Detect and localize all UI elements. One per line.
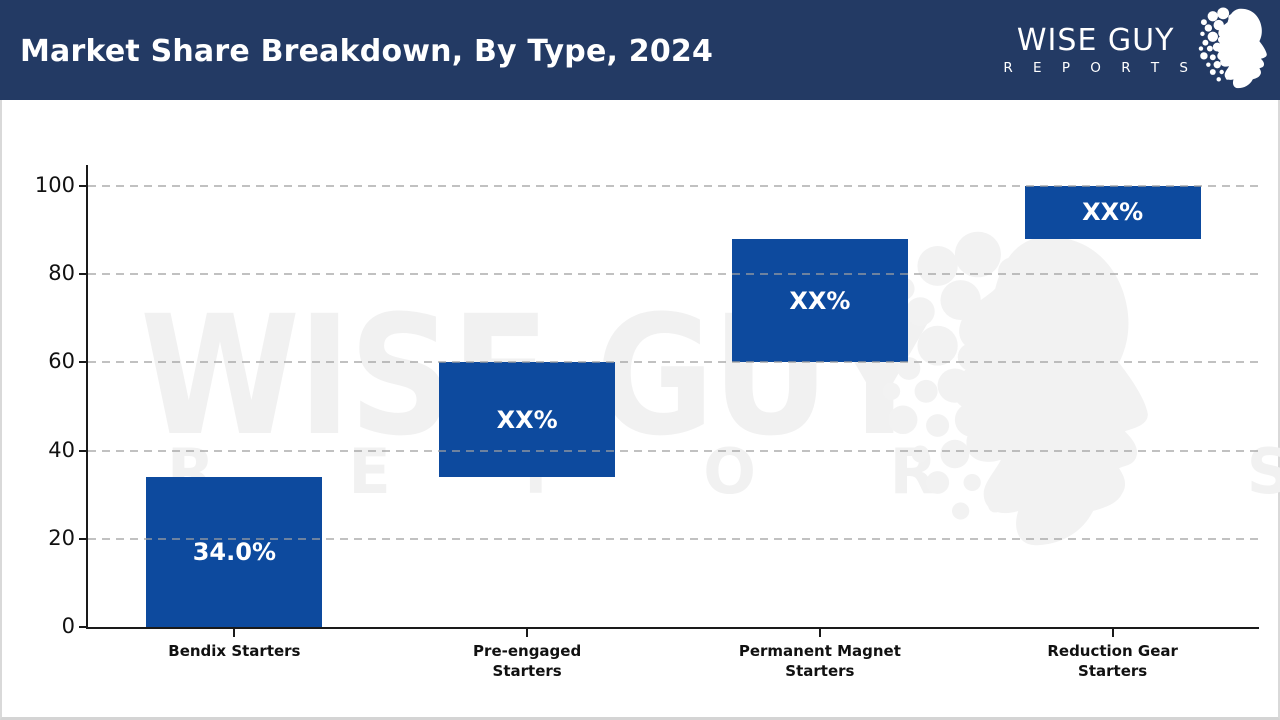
bar-value-label: XX% bbox=[789, 286, 851, 315]
y-tick-label: 0 bbox=[61, 614, 75, 638]
category-label: Reduction Gear Starters bbox=[1047, 642, 1178, 680]
gridline bbox=[88, 449, 1259, 452]
bar-value-label: 34.0% bbox=[192, 538, 276, 567]
bar-3: XX% bbox=[731, 238, 908, 363]
y-axis-spine bbox=[86, 165, 88, 629]
y-tick-mark bbox=[79, 185, 87, 187]
category-label: Bendix Starters bbox=[168, 642, 301, 660]
y-tick-label: 20 bbox=[48, 525, 75, 550]
x-tick-mark bbox=[818, 629, 821, 637]
gridline bbox=[88, 361, 1259, 364]
y-tick-mark bbox=[79, 361, 87, 364]
y-tick-label: 40 bbox=[48, 437, 75, 462]
watermark-face-icon bbox=[882, 231, 1148, 546]
y-tick-label: 60 bbox=[48, 349, 75, 374]
y-tick-mark bbox=[79, 273, 87, 276]
gridline bbox=[88, 185, 1259, 187]
x-tick-mark bbox=[233, 629, 236, 637]
x-tick-mark bbox=[1111, 629, 1114, 637]
y-tick-mark bbox=[79, 626, 87, 628]
header-bar: Market Share Breakdown, By Type, 2024 WI… bbox=[0, 0, 1280, 100]
page-title: Market Share Breakdown, By Type, 2024 bbox=[20, 34, 714, 69]
chart-area: WISE GUY R E P O R T S 0 20 40 60 80 100 34.0%… bbox=[0, 100, 1280, 720]
x-axis-spine bbox=[86, 627, 1259, 629]
logo-wordmark: WISE GUY bbox=[1016, 23, 1175, 58]
bar-4: XX% bbox=[1024, 186, 1201, 239]
y-tick-mark bbox=[79, 449, 87, 452]
logo-reports-label: R E P O R T S bbox=[1003, 60, 1196, 76]
bar-1: 34.0% bbox=[146, 477, 323, 627]
bar-2: XX% bbox=[439, 362, 616, 478]
x-tick-mark bbox=[526, 629, 529, 637]
wise-guy-logo: WISE GUY R E P O R T S bbox=[995, 5, 1272, 95]
dotted-face-icon bbox=[1198, 7, 1267, 89]
bar-value-label: XX% bbox=[1082, 198, 1144, 227]
y-tick-label: 100 bbox=[34, 173, 75, 197]
y-tick-label: 80 bbox=[48, 261, 75, 286]
y-tick-mark bbox=[79, 537, 87, 540]
gridline bbox=[88, 537, 1259, 540]
bar-value-label: XX% bbox=[496, 405, 558, 434]
logo-text: WISE GUY R E P O R T S bbox=[995, 23, 1196, 77]
gridline bbox=[88, 273, 1259, 276]
category-label: Pre-engaged Starters bbox=[473, 642, 582, 680]
category-label: Permanent Magnet Starters bbox=[738, 642, 901, 680]
